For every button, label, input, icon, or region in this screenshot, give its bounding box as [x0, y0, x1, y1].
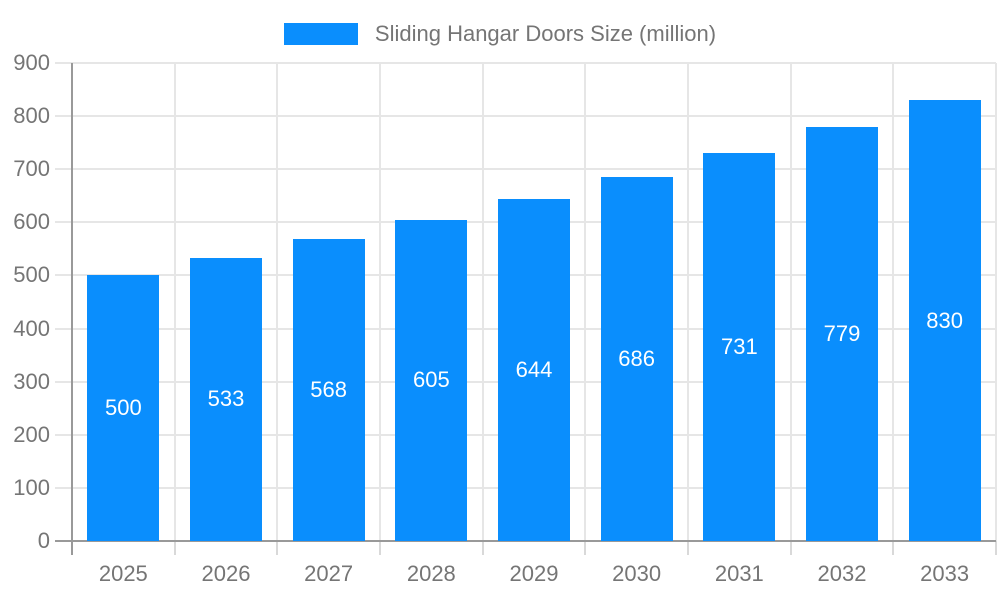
bar-value-label: 731 [720, 333, 758, 359]
x-tick-mark [481, 541, 484, 555]
bar-value-label: 686 [618, 345, 656, 371]
x-tick-mark [687, 541, 689, 555]
x-tick-label: 2031 [714, 561, 764, 586]
x-tick-label: 2029 [509, 561, 559, 586]
x-tick-label: 2033 [920, 561, 970, 586]
y-axis-line [71, 63, 73, 555]
bar[interactable]: 605 [395, 219, 468, 541]
h-gridline [72, 115, 996, 118]
y-tick-mark [55, 433, 72, 436]
y-tick-label: 200 [13, 421, 50, 447]
y-tick-label: 400 [13, 315, 50, 341]
y-tick-mark [55, 221, 72, 224]
y-tick-mark [55, 115, 72, 118]
x-tick-label: 2028 [406, 561, 456, 586]
y-tick-mark [55, 327, 72, 330]
y-tick-mark [55, 486, 72, 489]
v-gridline [379, 63, 381, 541]
bar[interactable]: 731 [703, 152, 776, 541]
v-gridline [276, 63, 279, 541]
bar-value-label: 830 [926, 307, 964, 333]
y-tick-label: 300 [13, 368, 50, 394]
bar[interactable]: 686 [600, 176, 673, 541]
bar[interactable]: 830 [908, 100, 981, 541]
x-axis-line [55, 540, 996, 542]
legend-label: Sliding Hangar Doors Size (million) [374, 21, 717, 46]
bar-value-label: 500 [104, 395, 142, 421]
bar[interactable]: 644 [498, 198, 570, 541]
y-tick-label: 800 [13, 103, 50, 129]
v-gridline [687, 63, 689, 541]
h-gridline [72, 62, 996, 64]
x-tick-label: 2025 [98, 561, 148, 586]
y-tick-label: 500 [13, 262, 50, 288]
y-tick-mark [55, 380, 72, 383]
y-tick-mark [55, 274, 72, 277]
x-tick-mark [276, 541, 279, 555]
bar-value-label: 605 [412, 367, 450, 393]
x-tick-mark [584, 541, 587, 555]
x-tick-label: 2030 [612, 561, 662, 586]
y-tick-mark [55, 168, 72, 171]
y-tick-label: 100 [13, 474, 50, 500]
bar-value-label: 568 [310, 377, 348, 403]
v-gridline [789, 63, 792, 541]
bar[interactable]: 533 [190, 257, 262, 541]
bar-value-label: 644 [515, 356, 553, 382]
x-tick-label: 2026 [201, 561, 251, 586]
bar[interactable]: 500 [87, 275, 160, 541]
x-tick-label: 2027 [304, 561, 354, 586]
bar[interactable]: 568 [292, 239, 365, 541]
v-gridline [995, 63, 997, 541]
x-tick-mark [995, 541, 997, 555]
x-tick-mark [789, 541, 792, 555]
y-tick-label: 700 [13, 156, 50, 182]
v-gridline [173, 63, 176, 541]
x-tick-mark [379, 541, 381, 555]
v-gridline [481, 63, 484, 541]
h-gridline [72, 168, 996, 171]
y-tick-label: 0 [37, 528, 50, 553]
legend-swatch [283, 23, 358, 45]
bar-value-label: 779 [823, 321, 861, 347]
v-gridline [892, 63, 895, 541]
y-tick-label: 900 [13, 50, 50, 75]
y-tick-mark [55, 62, 72, 64]
legend[interactable]: Sliding Hangar Doors Size (million) [0, 22, 1000, 46]
x-tick-mark [173, 541, 176, 555]
x-tick-mark [892, 541, 895, 555]
y-tick-label: 600 [13, 209, 50, 235]
x-tick-label: 2032 [817, 561, 867, 586]
bar[interactable]: 779 [806, 127, 878, 541]
v-gridline [584, 63, 587, 541]
bar-value-label: 533 [207, 386, 245, 412]
